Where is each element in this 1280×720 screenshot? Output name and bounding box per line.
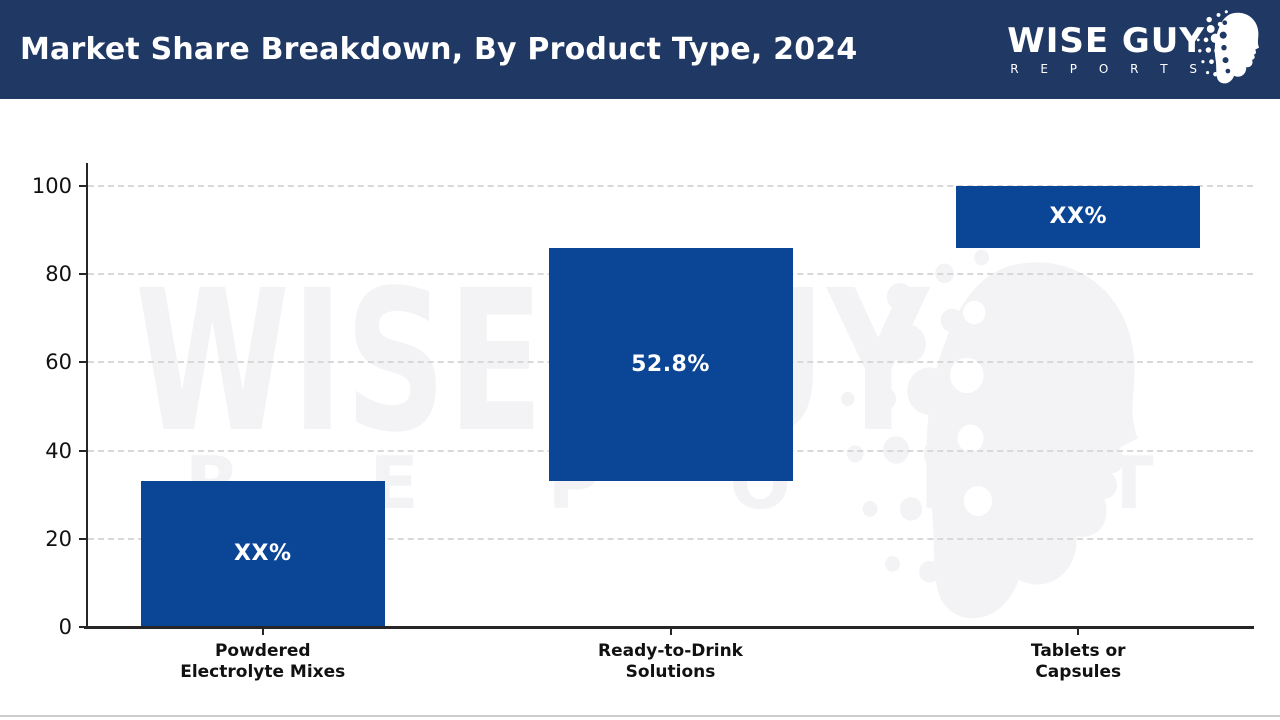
gridline-20 <box>88 537 1253 540</box>
y-tick-label-40: 40 <box>45 438 72 463</box>
bar-segment-2: XX% <box>956 186 1201 248</box>
brand-name: WISE GUY <box>1007 20 1206 61</box>
y-tick-label-20: 20 <box>45 526 72 551</box>
face-logo-icon <box>1196 9 1260 83</box>
y-tick-label-100: 100 <box>31 174 72 198</box>
x-category-label-1: Ready-to-Drink Solutions <box>598 641 743 682</box>
y-tick-label-0: 0 <box>58 615 72 639</box>
x-category-label-0: Powdered Electrolyte Mixes <box>180 641 346 682</box>
brand-logo: WISE GUY R E P O R T S <box>1006 0 1270 99</box>
x-tick-mark-1 <box>669 627 672 635</box>
brand-subname: R E P O R T S <box>1010 61 1206 76</box>
y-axis-line <box>86 163 88 629</box>
bar-value-label-1: 52.8% <box>631 351 710 377</box>
y-tick-mark-40 <box>79 449 88 452</box>
x-category-label-2: Tablets or Capsules <box>1030 641 1126 682</box>
bar-segment-0: XX% <box>140 480 385 627</box>
bar-segment-1: 52.8% <box>548 247 793 481</box>
face-watermark-icon <box>841 249 1138 619</box>
bar-value-label-0: XX% <box>234 541 292 567</box>
y-tick-mark-60 <box>79 361 88 364</box>
brand-logo-text: WISE GUY R E P O R T S <box>1006 23 1206 77</box>
y-tick-label-60: 60 <box>45 350 72 375</box>
x-tick-mark-2 <box>1077 627 1080 635</box>
gridline-100 <box>88 185 1253 187</box>
bottom-border-line <box>0 715 1280 717</box>
y-tick-mark-20 <box>79 537 88 540</box>
plot-area: XX% Powdered Electrolyte Mixes 52.8% Ready-t… <box>88 185 1253 682</box>
chart-area: WISE GUY R E P O R T S XX% Powdered Electr… <box>0 99 1280 715</box>
y-tick-mark-100 <box>79 185 88 187</box>
bar-value-label-2: XX% <box>1049 204 1107 230</box>
x-axis-line <box>84 626 1254 629</box>
y-tick-label-80: 80 <box>45 262 72 287</box>
header-banner: Market Share Breakdown, By Product Type,… <box>0 0 1280 99</box>
y-tick-mark-80 <box>79 273 88 276</box>
x-tick-mark-0 <box>261 627 264 635</box>
page-title: Market Share Breakdown, By Product Type,… <box>20 32 858 67</box>
y-tick-mark-0 <box>79 626 88 628</box>
